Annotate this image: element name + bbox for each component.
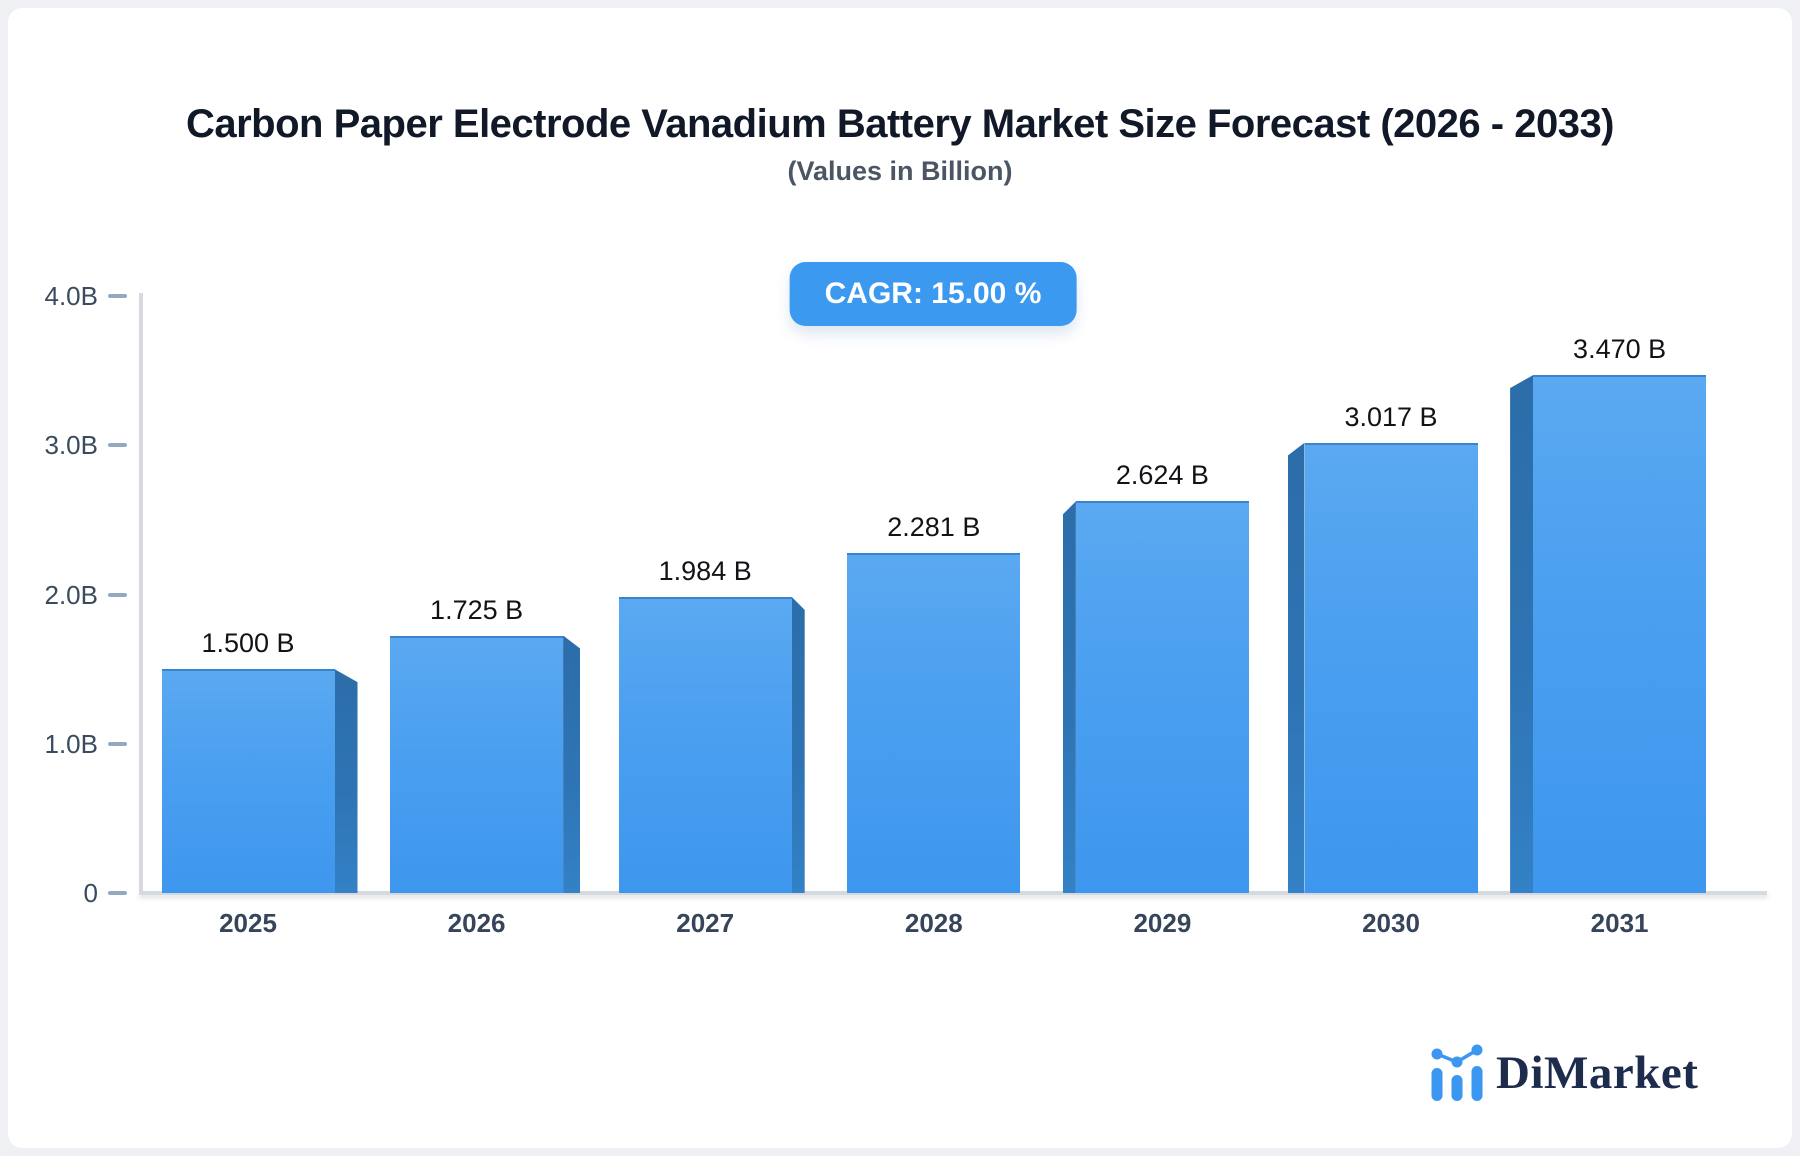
cagr-badge: CAGR: 15.00 % [789,262,1077,326]
x-axis-baseline [139,891,1767,895]
bar-2026 [390,635,564,893]
bar-2029 [1075,501,1249,893]
bar-3d-side [1287,442,1305,893]
x-tick-label: 2031 [1590,908,1649,938]
dimarket-logo-text: DiMarket [1496,1047,1699,1099]
y-tick-label: 1.0B [44,728,99,759]
bar-3d-side [1510,375,1534,893]
x-tick-label: 2026 [447,908,506,938]
x-tick-label: 2027 [676,908,735,938]
y-tick-mark [108,891,127,895]
y-tick-mark [108,592,127,597]
bar-3d-side [334,669,358,893]
chart-subtitle: (Values in Billion) [787,156,1013,186]
bar-value-label: 1.500 B [201,628,295,659]
x-tick-label: 2028 [904,908,963,938]
x-tick-label: 2025 [219,908,277,938]
dimarket-logo-icon [1431,1044,1483,1101]
bar-2031 [1533,375,1707,893]
y-tick-mark [108,443,127,448]
bar-2025 [161,669,335,893]
bar-3d-side [791,596,805,893]
y-tick-label: 0 [83,878,98,908]
bar-value-label: 3.017 B [1344,401,1438,432]
brand-logo: DiMarket [1430,1044,1698,1102]
x-tick-label: 2029 [1133,908,1192,938]
bar-value-label: 3.470 B [1573,334,1667,365]
bar-value-label: 1.984 B [658,555,752,586]
y-axis-line [139,293,143,894]
y-tick-mark [108,741,127,746]
bar-value-label: 2.624 B [1115,460,1209,491]
y-tick-label: 4.0B [44,281,99,311]
bar-3d-side [563,635,581,893]
bar-value-label: 1.725 B [430,594,524,625]
bar-value-label: 2.281 B [887,511,981,542]
y-tick-label: 2.0B [44,579,99,610]
bar-3d-side [1062,501,1076,893]
y-tick-label: 3.0B [44,430,99,461]
bar-2030 [1304,442,1478,893]
bar-2027 [618,596,792,893]
x-tick-label: 2030 [1362,908,1420,938]
chart-card: Carbon Paper Electrode Vanadium Battery … [8,8,1792,1148]
chart-title: Carbon Paper Electrode Vanadium Battery … [185,102,1615,146]
y-tick-mark [108,294,127,298]
bar-2028 [847,552,1021,893]
